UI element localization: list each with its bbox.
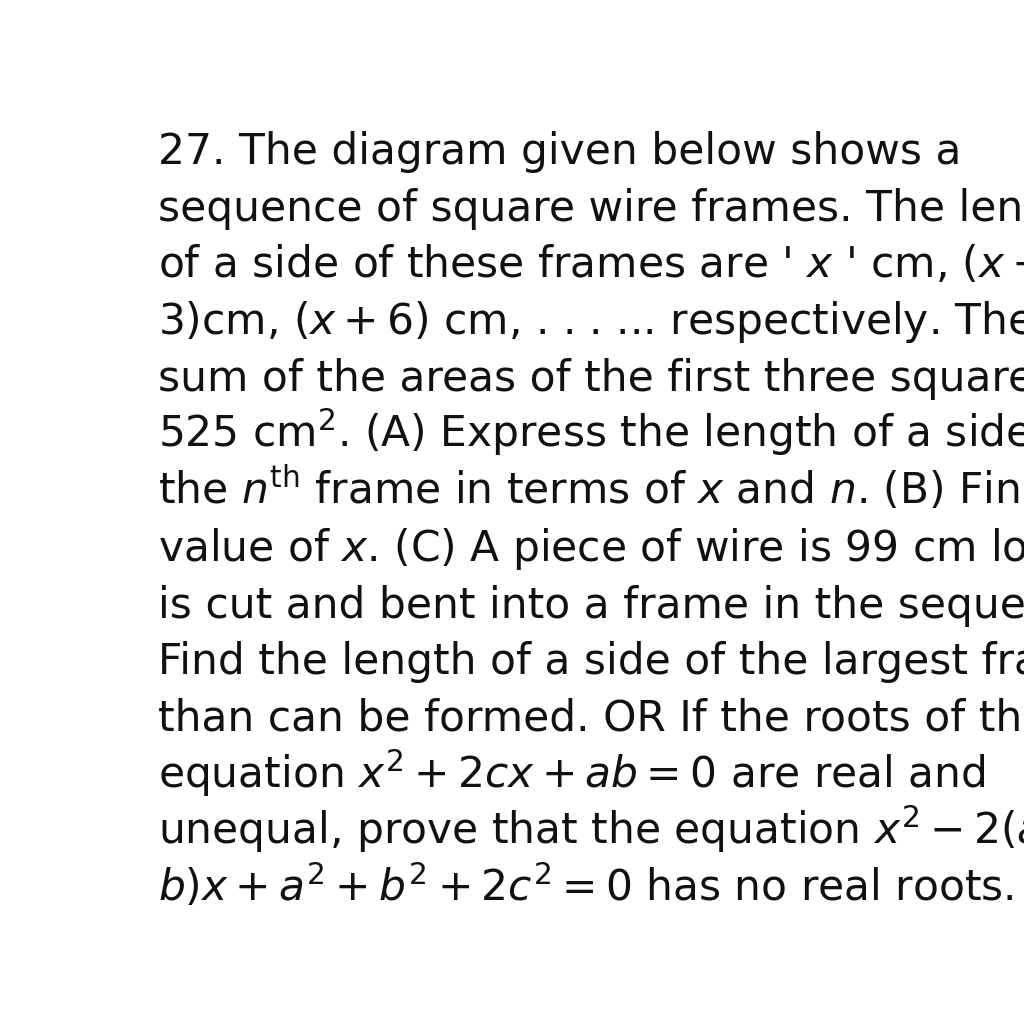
Text: $525$ $\mathrm{cm}^2$. (A) Express the length of a side of: $525$ $\mathrm{cm}^2$. (A) Express the l… <box>158 407 1024 458</box>
Text: unequal, prove that the equation $x^2-2(a+$: unequal, prove that the equation $x^2-2(… <box>158 804 1024 856</box>
Text: is cut and bent into a frame in the sequence.: is cut and bent into a frame in the sequ… <box>158 584 1024 627</box>
Text: of a side of these frames are ' $x$ ' $\mathrm{cm}$, $(x+$: of a side of these frames are ' $x$ ' $\… <box>158 244 1024 287</box>
Text: Find the length of a side of the largest frame: Find the length of a side of the largest… <box>158 642 1024 683</box>
Text: value of $x$. (C) A piece of wire is $99$ $\mathrm{cm}$ long. It: value of $x$. (C) A piece of wire is $99… <box>158 526 1024 572</box>
Text: the $n^{\mathrm{th}}$ frame in terms of $x$ and $n$. (B) Find the: the $n^{\mathrm{th}}$ frame in terms of … <box>158 465 1024 514</box>
Text: $b)x+a^2+b^2+2c^2=0$ has no real roots. 3: $b)x+a^2+b^2+2c^2=0$ has no real roots. … <box>158 863 1024 910</box>
Text: equation $x^2+2cx+ab=0$ are real and: equation $x^2+2cx+ab=0$ are real and <box>158 748 986 799</box>
Text: sequence of square wire frames. The lengths: sequence of square wire frames. The leng… <box>158 188 1024 229</box>
Text: than can be formed. OR If the roots of the: than can be formed. OR If the roots of t… <box>158 698 1024 740</box>
Text: $3)\mathrm{cm}$, $(x+6)$ $\mathrm{cm}$, . . . ... respectively. The: $3)\mathrm{cm}$, $(x+6)$ $\mathrm{cm}$, … <box>158 299 1024 345</box>
Text: sum of the areas of the first three squares is: sum of the areas of the first three squa… <box>158 357 1024 400</box>
Text: 27. The diagram given below shows a: 27. The diagram given below shows a <box>158 131 962 173</box>
